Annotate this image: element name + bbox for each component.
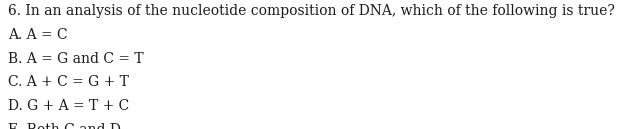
Text: E. Both C and D: E. Both C and D	[8, 123, 121, 129]
Text: A. A = C: A. A = C	[8, 28, 67, 42]
Text: D. G + A = T + C: D. G + A = T + C	[8, 99, 129, 113]
Text: C. A + C = G + T: C. A + C = G + T	[8, 75, 129, 90]
Text: 6. In an analysis of the nucleotide composition of DNA, which of the following i: 6. In an analysis of the nucleotide comp…	[8, 4, 615, 18]
Text: B. A = G and C = T: B. A = G and C = T	[8, 52, 144, 66]
